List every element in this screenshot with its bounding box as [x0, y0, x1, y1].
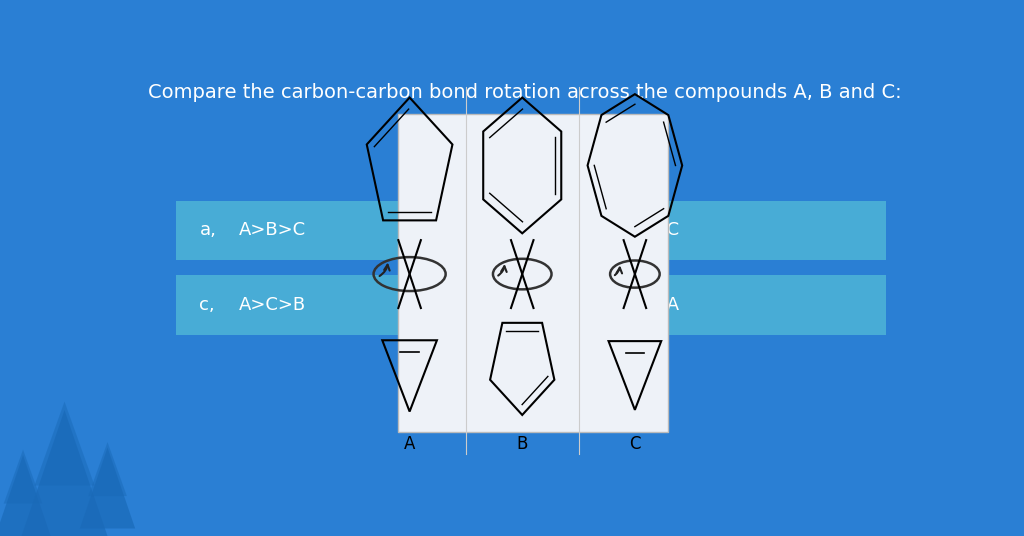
- Polygon shape: [35, 401, 94, 486]
- Polygon shape: [80, 448, 135, 528]
- FancyBboxPatch shape: [176, 275, 513, 334]
- Text: B>C>A: B>C>A: [612, 296, 679, 314]
- FancyBboxPatch shape: [397, 114, 668, 431]
- Text: B: B: [516, 435, 528, 453]
- Text: B>A>C: B>A>C: [612, 221, 679, 240]
- Text: a,: a,: [200, 221, 216, 240]
- FancyBboxPatch shape: [549, 200, 886, 260]
- Text: b,: b,: [572, 221, 590, 240]
- Text: C: C: [629, 435, 641, 453]
- FancyBboxPatch shape: [549, 275, 886, 334]
- Text: A>B>C: A>B>C: [240, 221, 306, 240]
- Text: d,: d,: [572, 296, 590, 314]
- Text: A>C>B: A>C>B: [240, 296, 306, 314]
- Text: Compare the carbon-carbon bond rotation across the compounds A, B and C:: Compare the carbon-carbon bond rotation …: [148, 83, 901, 102]
- Polygon shape: [22, 410, 108, 536]
- Polygon shape: [88, 442, 127, 496]
- FancyBboxPatch shape: [176, 200, 513, 260]
- Polygon shape: [0, 455, 50, 536]
- Text: c,: c,: [200, 296, 215, 314]
- Polygon shape: [4, 450, 42, 504]
- Text: A: A: [403, 435, 416, 453]
